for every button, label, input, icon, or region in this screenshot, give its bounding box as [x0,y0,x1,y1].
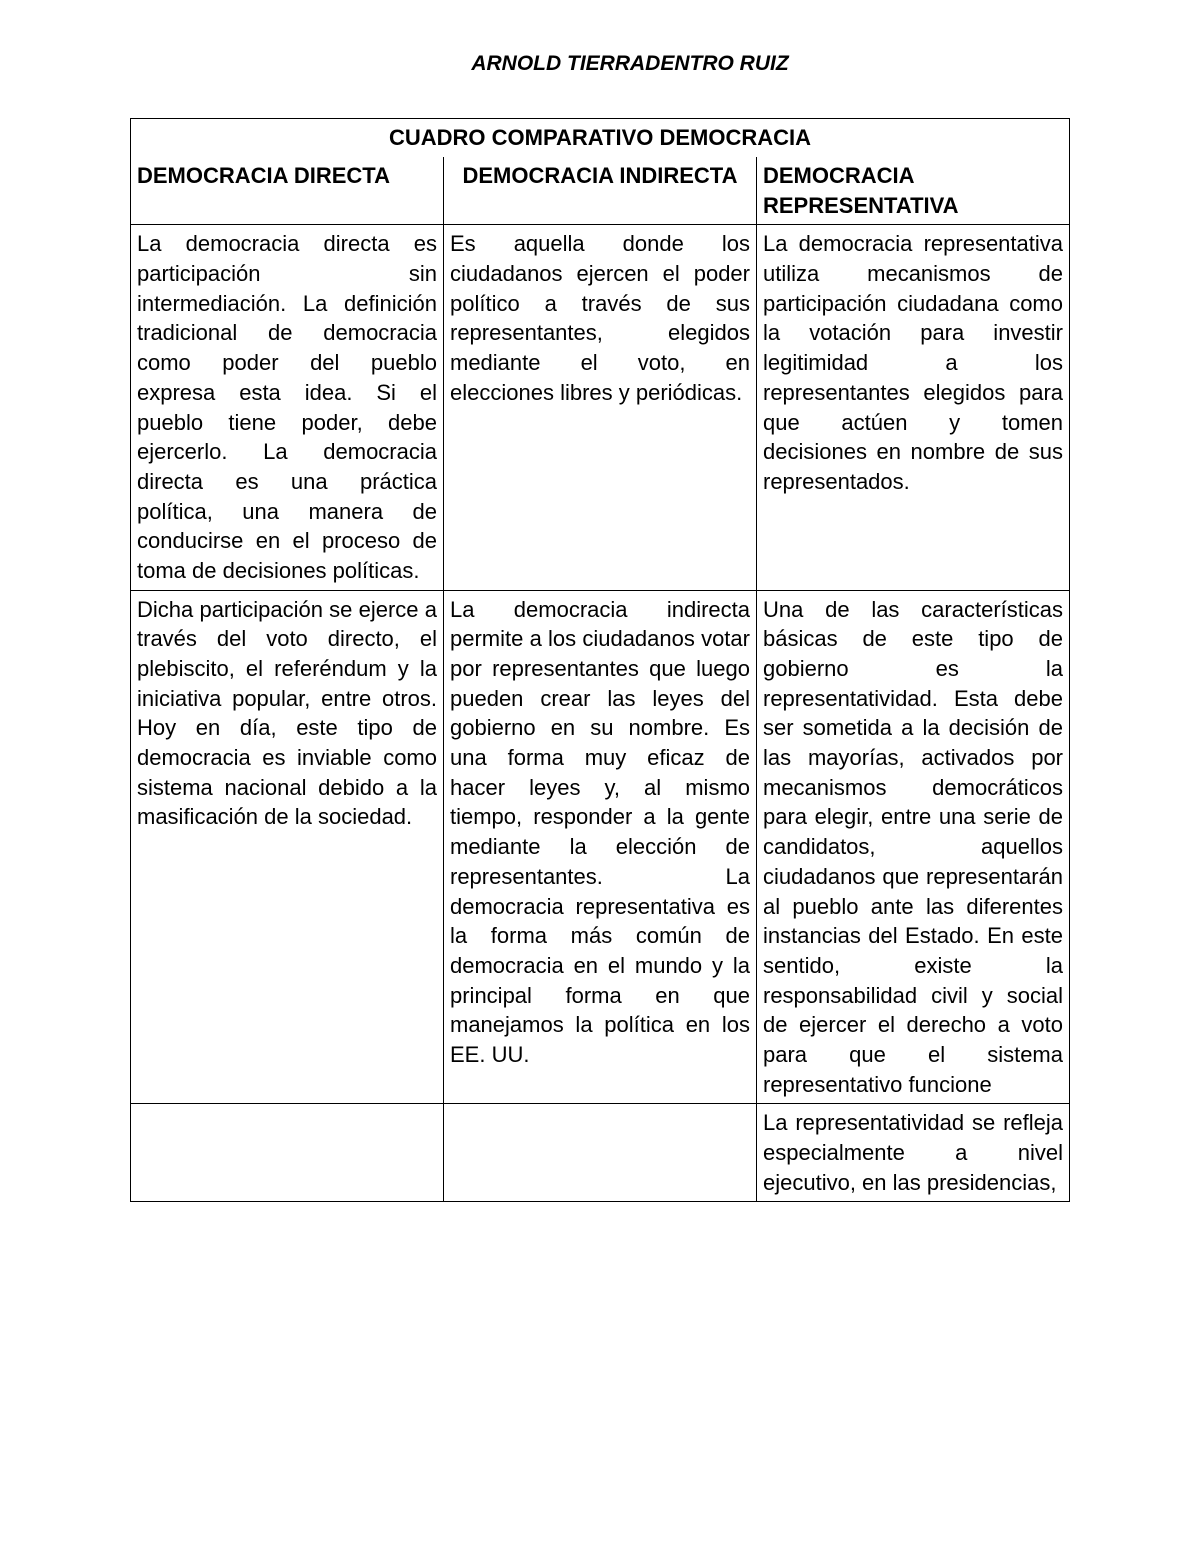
cell-r1c2: Es aquella donde los ciudadanos ejercen … [444,225,757,590]
table-row: La democracia directa es participación s… [131,225,1070,590]
table-row: Dicha participación se ejerce a través d… [131,590,1070,1104]
author-name: ARNOLD TIERRADENTRO RUIZ [130,50,1070,78]
cell-r2c1: Dicha participación se ejerce a través d… [131,590,444,1104]
cell-r1c3: La democracia representativa utiliza mec… [757,225,1070,590]
table-title: CUADRO COMPARATIVO DEMOCRACIA [131,119,1070,157]
cell-r3c3: La representatividad se refleja especial… [757,1104,1070,1202]
cell-r3c2 [444,1104,757,1202]
table-row: La representatividad se refleja especial… [131,1104,1070,1202]
table-header-row: DEMOCRACIA DIRECTA DEMOCRACIA INDIRECTA … [131,157,1070,225]
cell-r1c1: La democracia directa es participación s… [131,225,444,590]
cell-r2c3: Una de las características básicas de es… [757,590,1070,1104]
table-title-row: CUADRO COMPARATIVO DEMOCRACIA [131,119,1070,157]
cell-r2c2: La democracia indirecta permite a los ci… [444,590,757,1104]
header-col2: DEMOCRACIA INDIRECTA [444,157,757,225]
header-col3: DEMOCRACIA REPRESENTATIVA [757,157,1070,225]
cell-r3c1 [131,1104,444,1202]
header-col1: DEMOCRACIA DIRECTA [131,157,444,225]
comparison-table: CUADRO COMPARATIVO DEMOCRACIA DEMOCRACIA… [130,118,1070,1202]
